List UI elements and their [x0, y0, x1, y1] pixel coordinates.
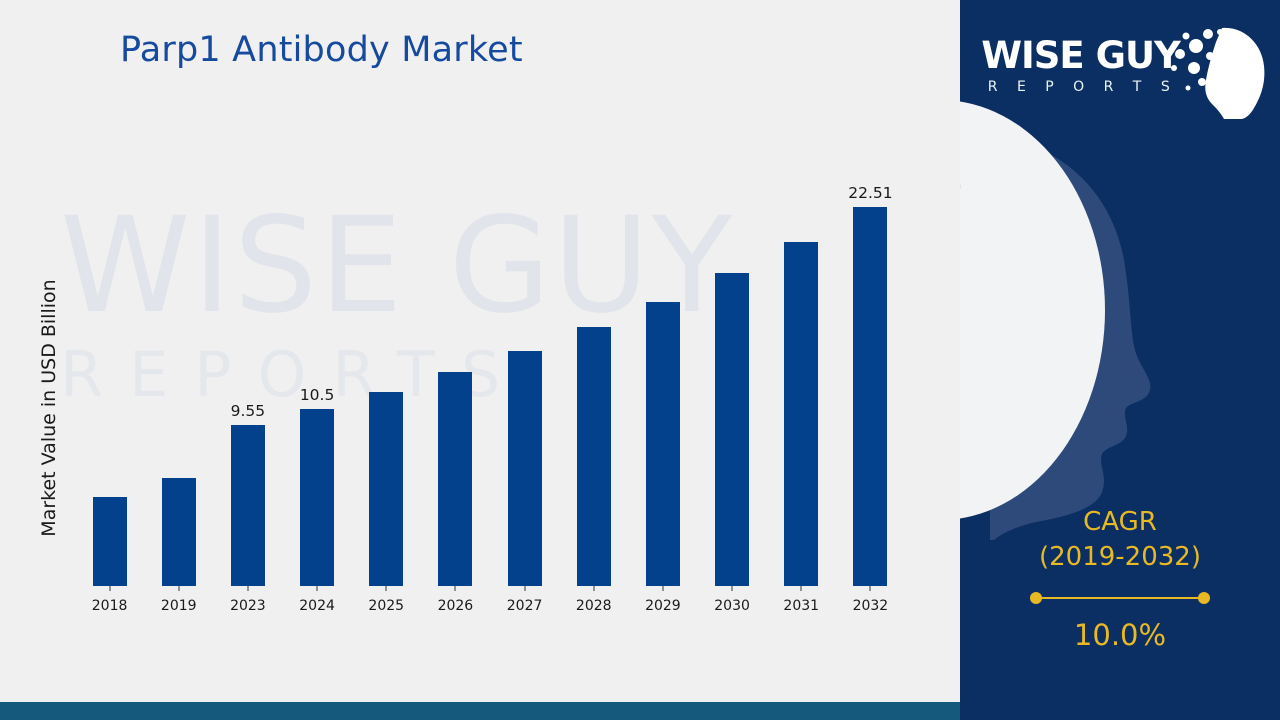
logo-head-icon	[1171, 27, 1265, 119]
cagr-period: (2019-2032)	[1038, 541, 1201, 572]
cagr-block: CAGR (2019-2032) 10.0%	[960, 505, 1280, 652]
x-axis-tick-label: 2027	[506, 598, 543, 614]
bar	[438, 372, 473, 586]
x-axis-tick	[731, 586, 733, 591]
x-axis-tick	[454, 586, 456, 591]
bar-group: 2026	[421, 150, 490, 614]
bar-value-label: 22.51	[848, 184, 893, 203]
bar	[645, 301, 680, 586]
divider-knob-right	[1198, 592, 1210, 605]
chart-title: Parp1 Antibody Market	[120, 30, 523, 70]
logo-wordmark: WISE GUY	[981, 34, 1181, 77]
bar-group: 22.51 2032	[836, 150, 905, 614]
x-axis-tick-label: 2031	[783, 598, 820, 614]
bar	[230, 425, 265, 586]
bottom-accent-strip	[0, 702, 960, 720]
logo-subtitle: R E P O R T S	[987, 79, 1178, 95]
decorative-dot	[960, 182, 961, 191]
bar	[161, 478, 196, 586]
bar-group: 2029	[628, 150, 697, 614]
bar	[369, 391, 404, 586]
bar	[300, 409, 335, 586]
bar-value-label: 10.5	[299, 386, 335, 405]
x-axis-tick	[869, 586, 871, 591]
x-axis-tick	[247, 586, 249, 591]
x-axis-tick-label: 2025	[368, 598, 405, 614]
bar	[576, 327, 611, 586]
x-axis-tick	[800, 586, 802, 591]
bar	[92, 497, 127, 586]
bar	[853, 207, 888, 586]
cagr-label: CAGR	[1083, 507, 1157, 537]
x-axis-tick-label: 2030	[714, 598, 750, 614]
divider-rule	[1035, 597, 1205, 600]
y-axis-label: Market Value in USD Billion	[38, 279, 60, 537]
cagr-divider	[1030, 592, 1210, 605]
plot-area: 2018 2019 9.55 2023 10.5 2024 2025 2026 2027 2028…	[75, 150, 905, 614]
x-axis-tick	[662, 586, 664, 591]
x-axis-tick-label: 2019	[160, 598, 197, 614]
bar-group: 2030	[698, 150, 767, 614]
x-axis-tick	[316, 586, 318, 591]
bar-group: 9.55 2023	[213, 150, 282, 614]
x-axis-tick-label: 2026	[437, 598, 474, 614]
x-axis-tick	[109, 586, 111, 591]
bar	[784, 241, 819, 586]
x-axis-tick-label: 2028	[575, 598, 612, 614]
cagr-value: 10.0%	[1073, 618, 1167, 653]
bar	[715, 272, 750, 586]
x-axis-tick	[593, 586, 595, 591]
x-axis-tick-label: 2023	[230, 598, 266, 614]
x-axis-tick-label: 2024	[299, 598, 335, 614]
bar-group: 2025	[352, 150, 421, 614]
chart-panel: WISE GUY REPORTS Parp1 Antibody Market M…	[0, 30, 960, 720]
brand-logo: WISE GUY R E P O R T S	[960, 22, 1280, 122]
bar-group: 2027	[490, 150, 559, 614]
x-axis-tick	[178, 586, 180, 591]
x-axis-tick	[385, 586, 387, 591]
bar-group: 2031	[767, 150, 836, 614]
bar	[507, 350, 542, 586]
x-axis-tick	[524, 586, 526, 591]
bar-group: 2028	[559, 150, 628, 614]
bar-group: 2018	[75, 150, 144, 614]
bar-group: 10.5 2024	[283, 150, 352, 614]
brand-panel: WISE GUY R E P O R T S CAGR (2019-2032)	[960, 0, 1280, 720]
x-axis-tick-label: 2029	[645, 598, 681, 614]
x-axis-tick-label: 2018	[91, 598, 128, 614]
x-axis-tick-label: 2032	[852, 598, 889, 614]
bar-value-label: 9.55	[230, 402, 266, 421]
bar-group: 2019	[144, 150, 213, 614]
